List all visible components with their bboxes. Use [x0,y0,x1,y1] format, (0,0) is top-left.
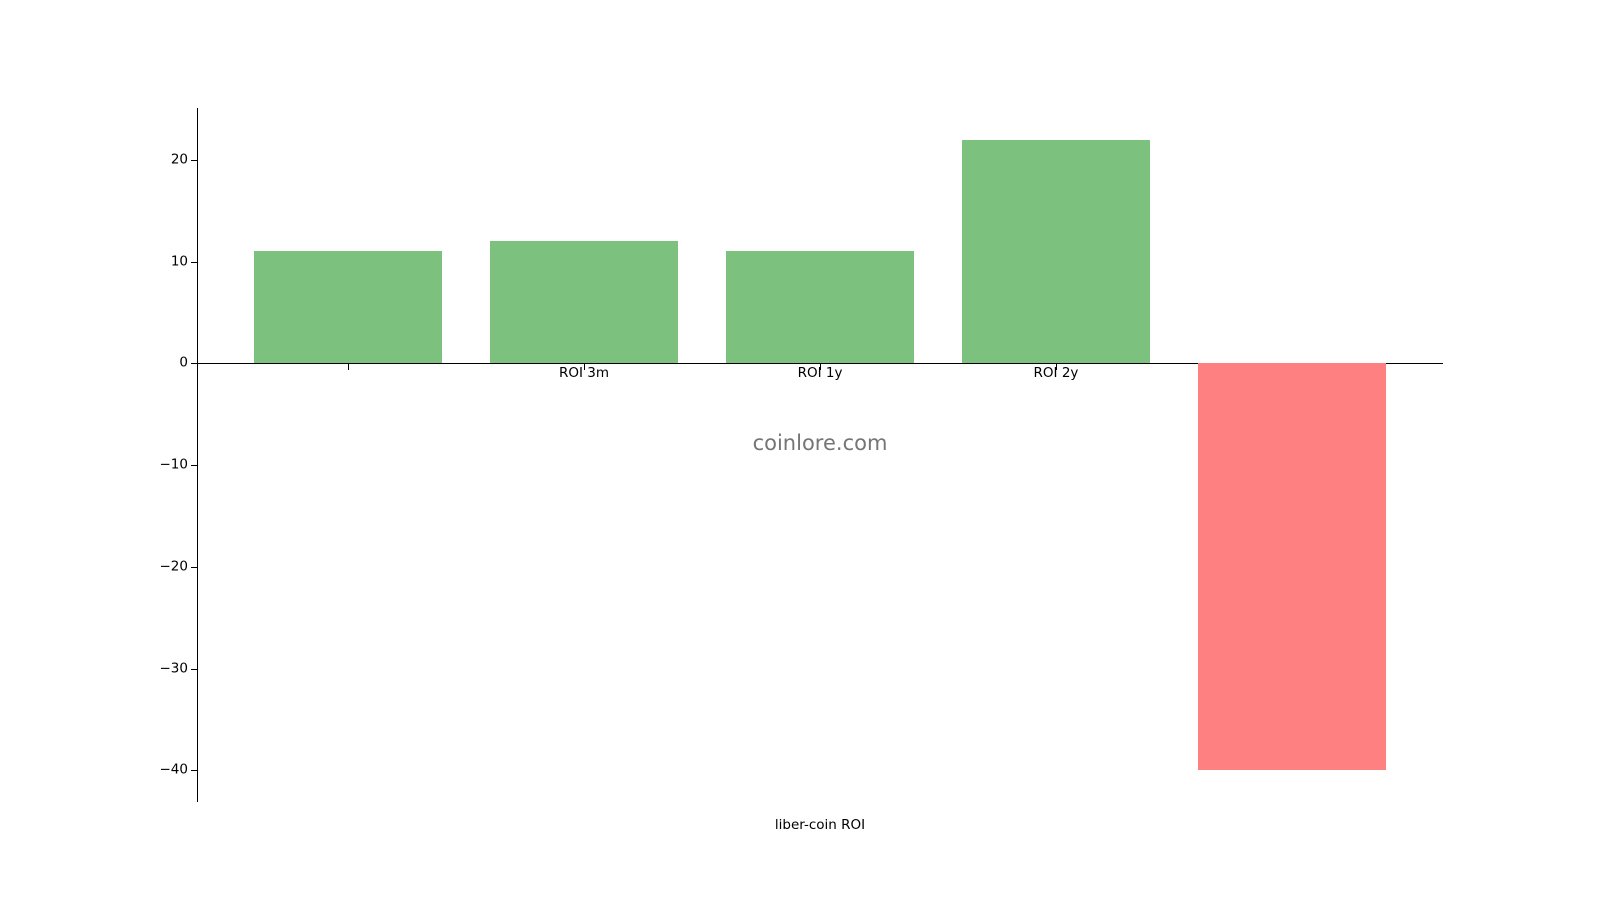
x-tick-label: ROI 2y [1033,365,1079,381]
watermark-text: coinlore.com [752,431,888,455]
x-tick-mark [348,364,350,370]
y-tick-mark [191,261,197,263]
y-tick-label: −30 [159,659,189,676]
x-tick-label: ROI 1y [797,365,843,381]
y-tick-label: 20 [170,151,188,168]
y-tick-label: −20 [159,558,189,575]
x-tick-mark [1055,364,1057,370]
y-tick-label: 0 [179,354,188,371]
y-tick-label: −40 [159,761,189,778]
y-tick-mark [191,668,197,670]
bar-positive [961,139,1151,364]
x-tick-mark [820,364,821,370]
bar-negative [1197,363,1387,771]
bar-positive [253,251,443,364]
chart-title-xlabel: liber-coin ROI [774,817,866,833]
y-tick-mark [191,363,197,365]
y-tick-mark [191,566,197,568]
x-axis-zero-line [197,363,1443,364]
y-tick-mark [191,159,197,161]
y-tick-label: 10 [170,252,188,269]
x-tick-label: ROI 3m [558,365,610,381]
y-axis-line [197,108,198,802]
y-tick-mark [191,465,197,467]
x-tick-mark [584,364,585,370]
bar-positive [725,251,915,364]
y-tick-mark [191,770,197,772]
y-tick-label: −10 [159,456,189,473]
bar-positive [489,241,679,364]
